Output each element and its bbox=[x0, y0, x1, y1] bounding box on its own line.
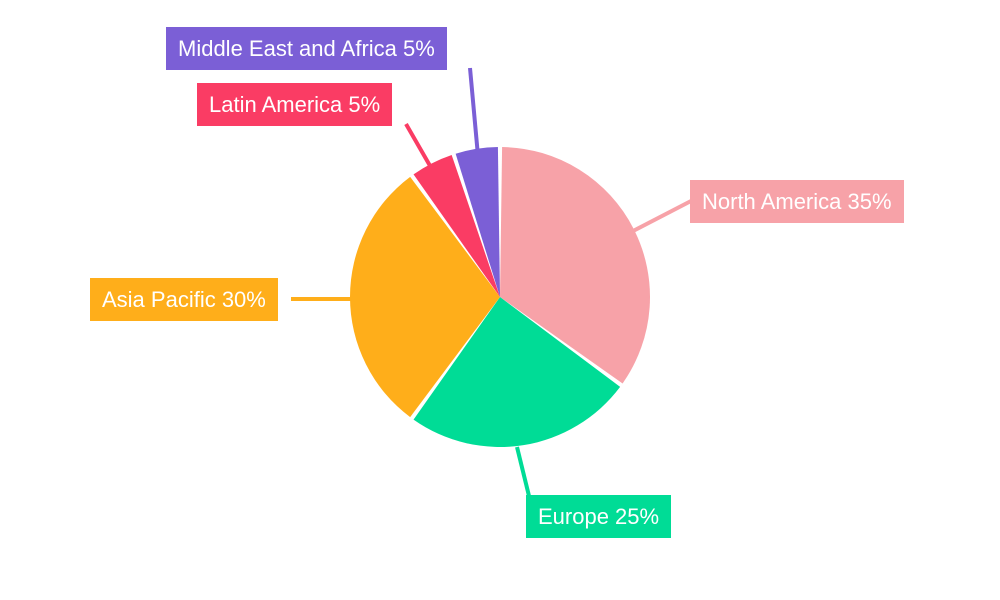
leader-line-europe bbox=[515, 446, 531, 497]
pie-slices-group bbox=[350, 147, 650, 447]
leader-line-north-america bbox=[632, 199, 692, 233]
pie-label-middle-east-africa-text: Middle East and Africa 5% bbox=[178, 35, 435, 61]
pie-label-north-america-text: North America 35% bbox=[702, 188, 892, 214]
pie-slice-north-america[interactable] bbox=[500, 147, 650, 384]
pie-label-europe[interactable]: Europe 25% bbox=[526, 495, 672, 538]
leader-lines bbox=[291, 67, 692, 497]
pie-slice-middle-east-and-africa[interactable] bbox=[455, 147, 500, 297]
pie-slice-europe[interactable] bbox=[413, 297, 621, 447]
pie-label-north-america[interactable]: North America 35% bbox=[690, 180, 904, 223]
leader-line-middle-east-africa bbox=[468, 67, 480, 157]
pie-label-latin-america[interactable]: Latin America 5% bbox=[197, 83, 393, 126]
pie-label-asia-pacific-text: Asia Pacific 30% bbox=[102, 286, 266, 312]
pie-slice-asia-pacific[interactable] bbox=[350, 176, 500, 418]
pie-label-europe-text: Europe 25% bbox=[538, 503, 660, 529]
pie-label-latin-america-text: Latin America 5% bbox=[209, 91, 381, 117]
pie-label-asia-pacific[interactable]: Asia Pacific 30% bbox=[90, 278, 278, 321]
pie-label-middle-east-africa[interactable]: Middle East and Africa 5% bbox=[166, 27, 447, 70]
leader-line-latin-america bbox=[404, 123, 435, 172]
pie-slice-latin-america[interactable] bbox=[413, 155, 500, 297]
